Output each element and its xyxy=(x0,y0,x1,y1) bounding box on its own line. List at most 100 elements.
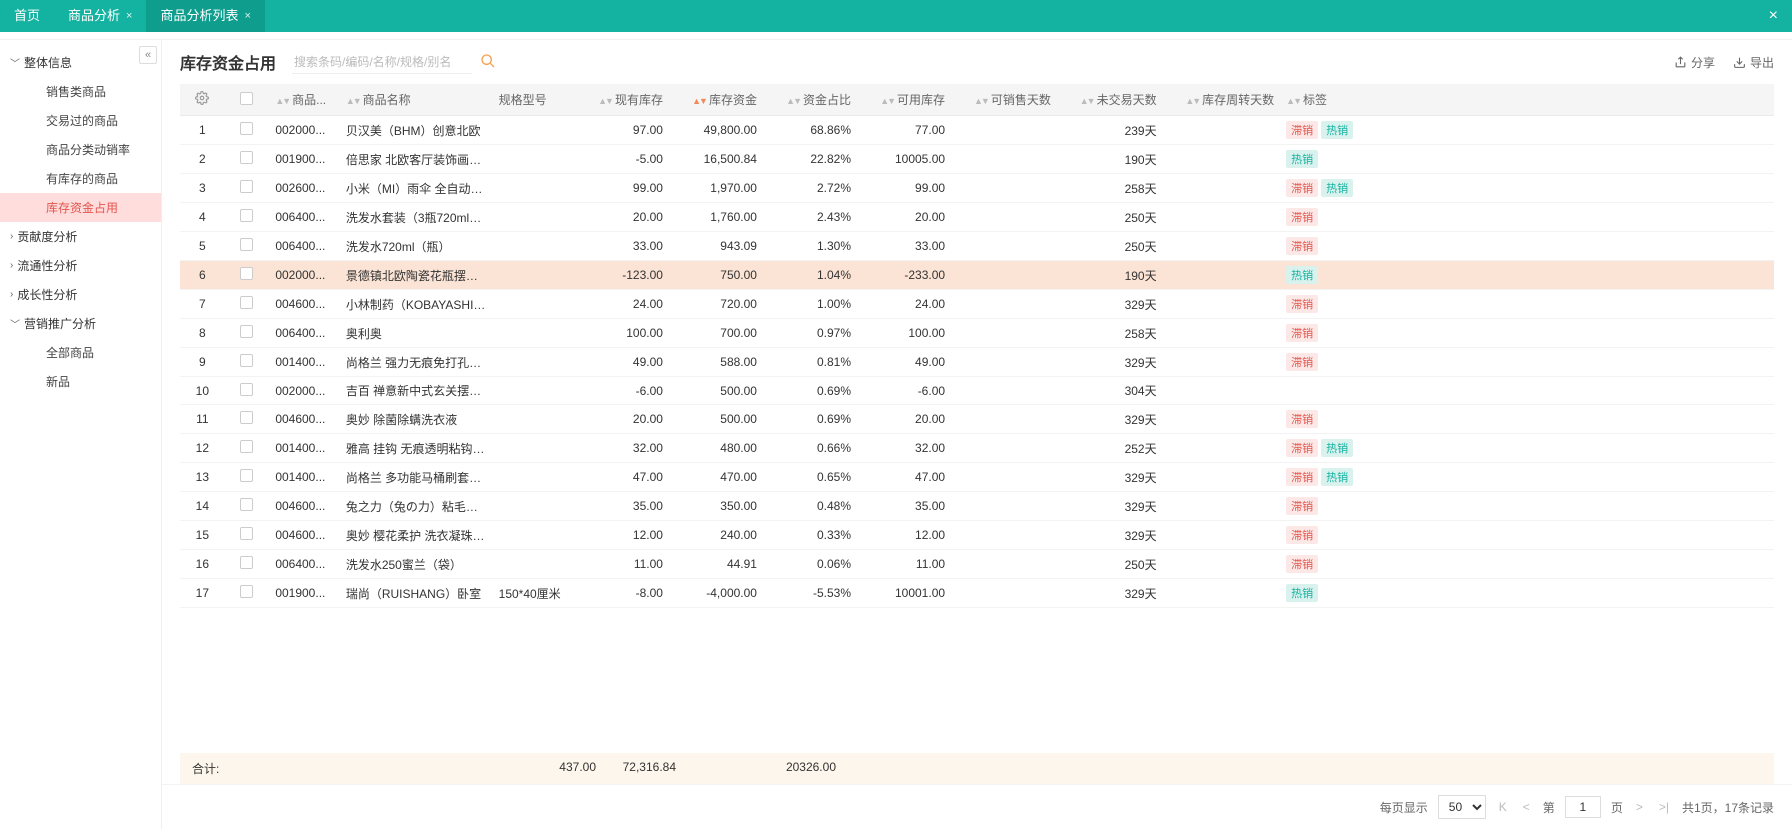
row-checkbox[interactable] xyxy=(240,354,253,367)
pager-page-suffix: 页 xyxy=(1611,799,1623,816)
column-header-pct[interactable]: ▲▼资金占比 xyxy=(763,84,857,116)
tab-商品分析列表[interactable]: 商品分析列表× xyxy=(146,0,264,32)
table-row[interactable]: 8006400...奥利奥100.00700.000.97%100.00258天… xyxy=(180,319,1774,348)
cell-chk xyxy=(225,261,270,290)
cell-spec xyxy=(493,492,575,521)
cell-chk xyxy=(225,145,270,174)
page-size-select[interactable]: 50 xyxy=(1438,795,1486,819)
export-button[interactable]: 导出 xyxy=(1733,54,1774,71)
table-row[interactable]: 7004600...小林制药（KOBAYASHI）E24.00720.001.0… xyxy=(180,290,1774,319)
table-row[interactable]: 10002000...吉百 禅意新中式玄关摆件客-6.00500.000.69%… xyxy=(180,377,1774,405)
tab-首页[interactable]: 首页 xyxy=(0,0,54,32)
cell-gear: 7 xyxy=(180,290,225,319)
sidebar-item-库存资金占用[interactable]: 库存资金占用 xyxy=(0,193,161,222)
search-icon[interactable] xyxy=(480,53,496,72)
sidebar-group-贡献度分析[interactable]: ›贡献度分析 xyxy=(0,222,161,251)
column-header-turnDays[interactable]: ▲▼库存周转天数 xyxy=(1163,84,1281,116)
row-checkbox[interactable] xyxy=(240,151,253,164)
row-checkbox[interactable] xyxy=(240,209,253,222)
table-row[interactable]: 2001900...倍思家 北欧客厅装饰画卧室-5.0016,500.8422.… xyxy=(180,145,1774,174)
cell-stock: -8.00 xyxy=(575,579,669,608)
sidebar-item-交易过的商品[interactable]: 交易过的商品 xyxy=(0,106,161,135)
cell-name: 雅高 挂钩 无痕透明粘钩 强 xyxy=(340,434,493,463)
pager-next-button[interactable]: > xyxy=(1633,800,1646,814)
row-checkbox[interactable] xyxy=(240,585,253,598)
sidebar-item-新品[interactable]: 新品 xyxy=(0,367,161,396)
column-header-code[interactable]: ▲▼商品... xyxy=(269,84,340,116)
close-tab-icon[interactable]: × xyxy=(244,0,250,32)
totals-cell-spec xyxy=(452,760,522,777)
table-row[interactable]: 5006400...洗发水720ml（瓶）33.00943.091.30%33.… xyxy=(180,232,1774,261)
sidebar-item-商品分类动销率[interactable]: 商品分类动销率 xyxy=(0,135,161,164)
sidebar-group-成长性分析[interactable]: ›成长性分析 xyxy=(0,280,161,309)
table-row[interactable]: 9001400...尚格兰 强力无痕免打孔浴室49.00588.000.81%4… xyxy=(180,348,1774,377)
close-all-tabs-button[interactable]: × xyxy=(1763,0,1784,32)
cell-saleDays xyxy=(951,463,1057,492)
sidebar-item-销售类商品[interactable]: 销售类商品 xyxy=(0,77,161,106)
row-checkbox[interactable] xyxy=(240,383,253,396)
column-header-fund[interactable]: ▲▼库存资金 xyxy=(669,84,763,116)
sidebar-group-流通性分析[interactable]: ›流通性分析 xyxy=(0,251,161,280)
cell-name: 奥妙 除菌除螨洗衣液 xyxy=(340,405,493,434)
close-tab-icon[interactable]: × xyxy=(126,0,132,32)
cell-spec xyxy=(493,116,575,145)
row-checkbox[interactable] xyxy=(240,122,253,135)
cell-name: 奥利奥 xyxy=(340,319,493,348)
share-button[interactable]: 分享 xyxy=(1674,54,1715,71)
row-checkbox[interactable] xyxy=(240,469,253,482)
pager-page-input[interactable] xyxy=(1565,796,1601,818)
table-row[interactable]: 6002000...景德镇北欧陶瓷花瓶摆件 创-123.00750.001.04… xyxy=(180,261,1774,290)
table-row[interactable]: 15004600...奥妙 樱花柔护 洗衣凝珠 1012.00240.000.3… xyxy=(180,521,1774,550)
search-input[interactable] xyxy=(292,51,472,74)
row-checkbox[interactable] xyxy=(240,498,253,511)
table-row[interactable]: 1002000...贝汉美（BHM）创意北欧97.0049,800.0068.8… xyxy=(180,116,1774,145)
column-header-saleDays[interactable]: ▲▼可销售天数 xyxy=(951,84,1057,116)
totals-cell-name xyxy=(322,760,452,777)
select-all-checkbox[interactable] xyxy=(240,92,253,105)
row-checkbox[interactable] xyxy=(240,411,253,424)
row-checkbox[interactable] xyxy=(240,238,253,251)
column-header-spec: 规格型号 xyxy=(493,84,575,116)
row-checkbox[interactable] xyxy=(240,527,253,540)
table-row[interactable]: 14004600...兔之力（兔の力）粘毛器黏35.00350.000.48%3… xyxy=(180,492,1774,521)
pager-last-button[interactable]: >| xyxy=(1656,800,1672,814)
cell-turnDays xyxy=(1163,521,1281,550)
cell-tags: 滞销 xyxy=(1280,232,1774,261)
gear-icon[interactable] xyxy=(195,91,209,105)
tag-badge: 热销 xyxy=(1286,266,1318,284)
cell-spec xyxy=(493,261,575,290)
column-header-avail[interactable]: ▲▼可用库存 xyxy=(857,84,951,116)
cell-avail: 10005.00 xyxy=(857,145,951,174)
row-checkbox[interactable] xyxy=(240,180,253,193)
sidebar-group-整体信息[interactable]: ﹀整体信息 xyxy=(0,48,161,77)
table-row[interactable]: 16006400...洗发水250蜜兰（袋）11.0044.910.06%11.… xyxy=(180,550,1774,579)
row-checkbox[interactable] xyxy=(240,296,253,309)
column-header-noTx[interactable]: ▲▼未交易天数 xyxy=(1057,84,1163,116)
sidebar-item-有库存的商品[interactable]: 有库存的商品 xyxy=(0,164,161,193)
table-row[interactable]: 13001400...尚格兰 多功能马桶刷套装 带47.00470.000.65… xyxy=(180,463,1774,492)
column-header-tags[interactable]: ▲▼标签 xyxy=(1280,84,1774,116)
chevron-down-icon: ﹀ xyxy=(10,55,20,70)
cell-fund: 500.00 xyxy=(669,377,763,405)
cell-avail: 99.00 xyxy=(857,174,951,203)
table-row[interactable]: 17001900...瑞尚（RUISHANG）卧室150*40厘米-8.00-4… xyxy=(180,579,1774,608)
pager-first-button[interactable]: K xyxy=(1496,800,1510,814)
column-header-stock[interactable]: ▲▼现有库存 xyxy=(575,84,669,116)
row-checkbox[interactable] xyxy=(240,556,253,569)
row-checkbox[interactable] xyxy=(240,440,253,453)
column-header-name[interactable]: ▲▼商品名称 xyxy=(340,84,493,116)
tab-商品分析[interactable]: 商品分析× xyxy=(54,0,146,32)
column-label: 标签 xyxy=(1303,93,1327,107)
row-checkbox[interactable] xyxy=(240,267,253,280)
row-checkbox[interactable] xyxy=(240,325,253,338)
table-row[interactable]: 11004600...奥妙 除菌除螨洗衣液20.00500.000.69%20.… xyxy=(180,405,1774,434)
table-row[interactable]: 3002600...小米（MI）雨伞 全自动折叠99.001,970.002.7… xyxy=(180,174,1774,203)
page-title: 库存资金占用 xyxy=(180,50,276,74)
cell-saleDays xyxy=(951,174,1057,203)
sidebar-group-营销推广分析[interactable]: ﹀营销推广分析 xyxy=(0,309,161,338)
table-row[interactable]: 12001400...雅高 挂钩 无痕透明粘钩 强32.00480.000.66… xyxy=(180,434,1774,463)
pager-prev-button[interactable]: < xyxy=(1520,800,1533,814)
sidebar-item-全部商品[interactable]: 全部商品 xyxy=(0,338,161,367)
table-row[interactable]: 4006400...洗发水套装（3瓶720ml+1）20.001,760.002… xyxy=(180,203,1774,232)
sidebar-collapse-button[interactable]: « xyxy=(139,46,157,64)
